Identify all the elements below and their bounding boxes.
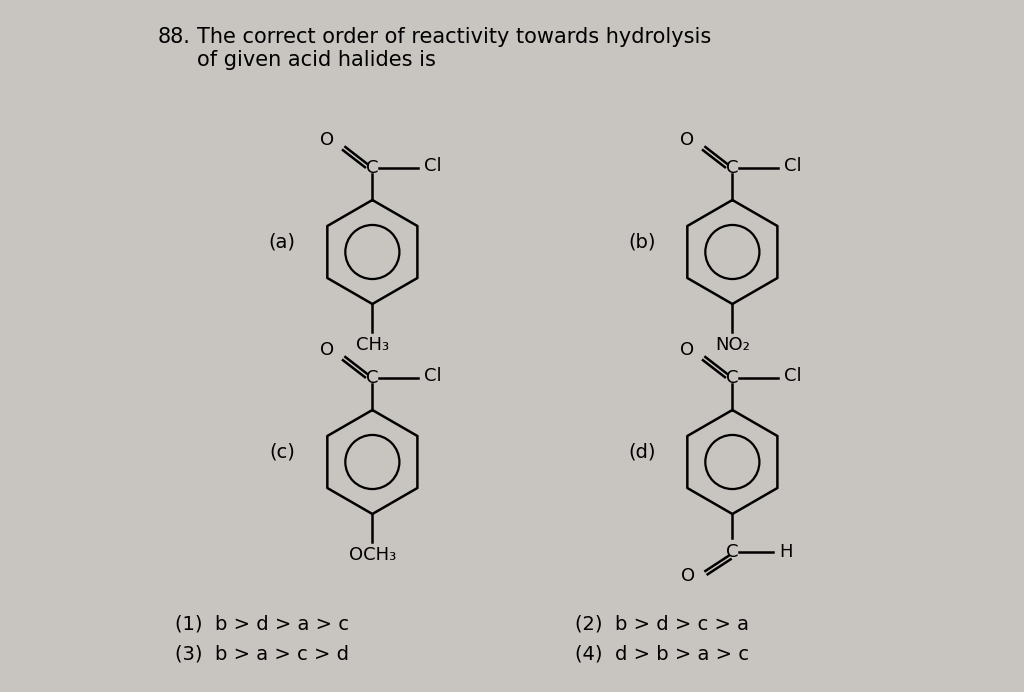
Text: C: C	[367, 369, 379, 387]
Text: (c): (c)	[269, 442, 295, 462]
Text: Cl: Cl	[784, 367, 802, 385]
Text: O: O	[321, 341, 335, 359]
Text: C: C	[367, 159, 379, 177]
Text: (3)  b > a > c > d: (3) b > a > c > d	[175, 644, 349, 664]
Text: H: H	[779, 543, 793, 561]
Text: OCH₃: OCH₃	[349, 546, 396, 564]
Text: (2)  b > d > c > a: (2) b > d > c > a	[575, 614, 750, 633]
Text: O: O	[680, 131, 694, 149]
Text: Cl: Cl	[424, 367, 442, 385]
Text: Cl: Cl	[424, 157, 442, 175]
Text: (1)  b > d > a > c: (1) b > d > a > c	[175, 614, 349, 633]
Text: 88.: 88.	[158, 27, 190, 47]
Text: O: O	[680, 341, 694, 359]
Text: C: C	[726, 369, 738, 387]
Text: (d): (d)	[629, 442, 656, 462]
Text: C: C	[726, 543, 738, 561]
Text: The correct order of reactivity towards hydrolysis
of given acid halides is: The correct order of reactivity towards …	[198, 27, 712, 70]
Text: Cl: Cl	[784, 157, 802, 175]
Text: NO₂: NO₂	[715, 336, 750, 354]
Text: (a): (a)	[269, 233, 296, 251]
Text: CH₃: CH₃	[355, 336, 389, 354]
Text: O: O	[681, 567, 695, 585]
Text: (4)  d > b > a > c: (4) d > b > a > c	[575, 644, 750, 664]
Text: C: C	[726, 159, 738, 177]
Text: (b): (b)	[629, 233, 656, 251]
Text: O: O	[321, 131, 335, 149]
